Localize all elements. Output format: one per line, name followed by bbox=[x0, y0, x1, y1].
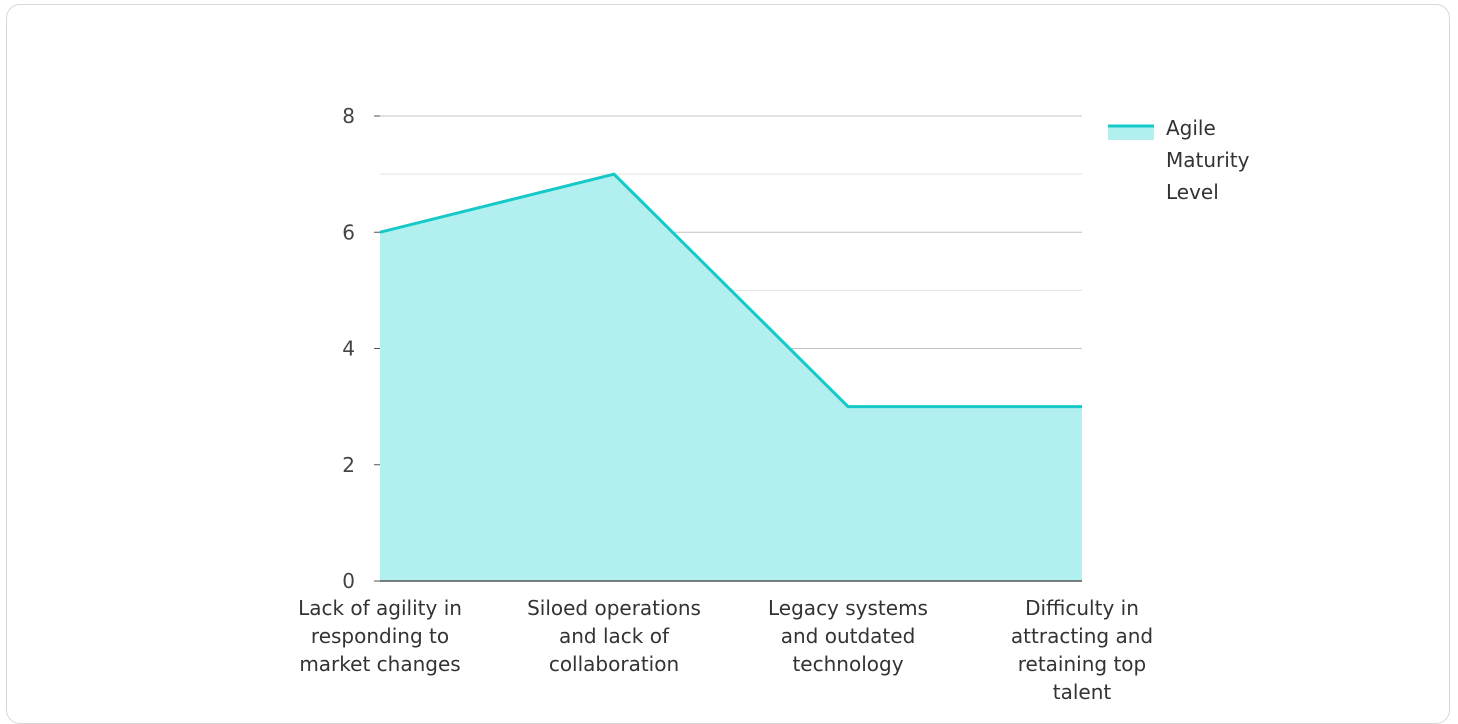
x-category-label-line: responding to bbox=[311, 624, 449, 648]
x-category-label: Difficulty in attracting and retaining top… bbox=[1011, 596, 1153, 702]
y-tick-label: 0 bbox=[342, 569, 355, 593]
series-area bbox=[380, 174, 1082, 581]
legend: Agile Maturity Level bbox=[1108, 116, 1250, 204]
x-category-label-line: Difficulty in bbox=[1025, 596, 1139, 620]
x-category-label-line: Legacy systems bbox=[768, 596, 928, 620]
series-area-fill bbox=[380, 174, 1082, 581]
x-category-label-line: technology bbox=[792, 652, 903, 676]
legend-label-line: Agile bbox=[1166, 116, 1216, 140]
y-tick-label: 6 bbox=[342, 220, 355, 244]
y-tick-label: 4 bbox=[342, 337, 355, 361]
y-tick-label: 2 bbox=[342, 453, 355, 477]
legend-label-line: Maturity bbox=[1166, 148, 1250, 172]
y-tick-label: 8 bbox=[342, 104, 355, 128]
area-chart: 0 2 4 6 8 Lack of agility in responding to mar… bbox=[0, 0, 1458, 702]
legend-label-line: Level bbox=[1166, 180, 1219, 204]
x-category-label-line: talent bbox=[1053, 680, 1112, 702]
x-category-label-line: and lack of bbox=[559, 624, 670, 648]
legend-label: Agile Maturity Level bbox=[1166, 116, 1250, 204]
x-category-label-line: attracting and bbox=[1011, 624, 1153, 648]
x-category-label-line: Lack of agility in bbox=[298, 596, 462, 620]
x-axis-categories: Lack of agility in responding to market ch… bbox=[298, 596, 1153, 702]
x-category-label: Lack of agility in responding to market ch… bbox=[298, 596, 462, 676]
legend-swatch-fill bbox=[1108, 126, 1154, 140]
x-category-label-line: Siloed operations bbox=[527, 596, 701, 620]
x-category-label: Siloed operations and lack of collaboratio… bbox=[527, 596, 701, 676]
x-category-label-line: and outdated bbox=[781, 624, 916, 648]
x-category-label: Legacy systems and outdated technology bbox=[768, 596, 928, 676]
x-category-label-line: market changes bbox=[299, 652, 460, 676]
x-category-label-line: collaboration bbox=[549, 652, 679, 676]
x-category-label-line: retaining top bbox=[1018, 652, 1146, 676]
y-axis-ticks: 0 2 4 6 8 bbox=[342, 104, 380, 593]
